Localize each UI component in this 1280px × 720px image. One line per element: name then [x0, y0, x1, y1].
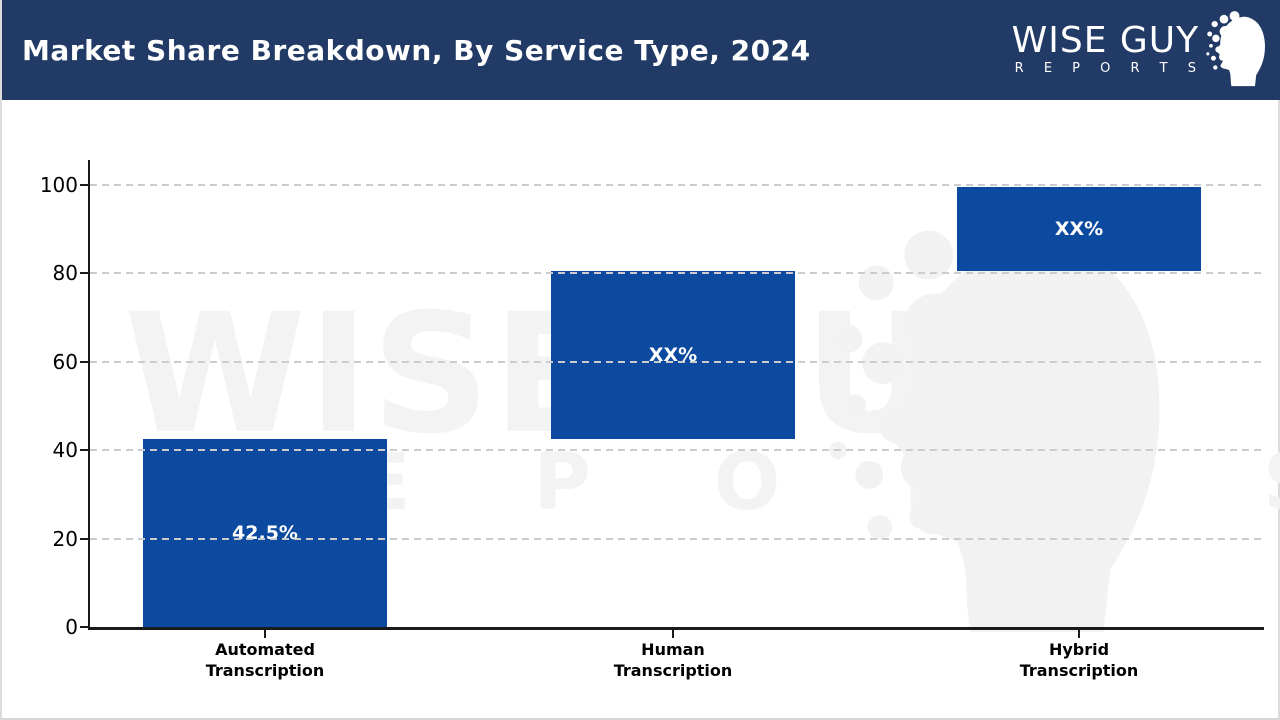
gridline — [90, 537, 1264, 540]
y-axis-line — [88, 160, 90, 630]
y-tick-mark — [80, 626, 89, 628]
gridline — [90, 449, 1264, 452]
y-tick-mark — [80, 449, 89, 452]
y-tick-label: 0 — [65, 615, 78, 639]
x-tick-mark — [1078, 629, 1080, 638]
y-tick-label: 60 — [52, 349, 78, 374]
x-axis-line — [88, 627, 1264, 630]
bar: 42.5% — [143, 439, 387, 627]
logo-head-icon — [1206, 11, 1265, 87]
gridline — [90, 360, 1264, 363]
gridline — [90, 184, 1264, 186]
header: Market Share Breakdown, By Service Type,… — [2, 0, 1280, 100]
bar-value-label: XX% — [1054, 218, 1104, 241]
y-tick-mark — [80, 360, 89, 363]
page-title: Market Share Breakdown, By Service Type,… — [22, 33, 811, 67]
bar: XX% — [957, 187, 1201, 272]
x-category-label: Human Transcription — [613, 640, 733, 680]
y-tick-label: 40 — [52, 438, 78, 463]
brand-logo-text: WISE GUY R E P O R T S — [1011, 20, 1204, 77]
y-tick-label: 100 — [39, 173, 78, 197]
bar-value-label: XX% — [648, 344, 698, 367]
brand-logo: WISE GUY R E P O R T S — [1006, 6, 1266, 96]
x-tick-mark — [264, 629, 266, 638]
x-category-label: Automated Transcription — [205, 640, 325, 680]
bar-value-label: 42.5% — [232, 522, 298, 545]
y-tick-mark — [80, 184, 89, 186]
y-tick-mark — [80, 537, 89, 540]
logo-subtitle: R E P O R T S — [1014, 61, 1204, 76]
chart-area: WISE GUY R E P O R T S 0 20 40 60 80 100 42.5%… — [2, 100, 1280, 720]
x-category-label: Hybrid Transcription — [1019, 640, 1139, 680]
logo-wordmark: WISE GUY — [1011, 20, 1200, 61]
y-tick-mark — [80, 272, 89, 275]
bar: XX% — [551, 271, 795, 440]
x-tick-mark — [672, 629, 674, 638]
gridline — [90, 272, 1264, 275]
y-tick-label: 20 — [52, 526, 78, 551]
y-tick-label: 80 — [52, 261, 78, 286]
